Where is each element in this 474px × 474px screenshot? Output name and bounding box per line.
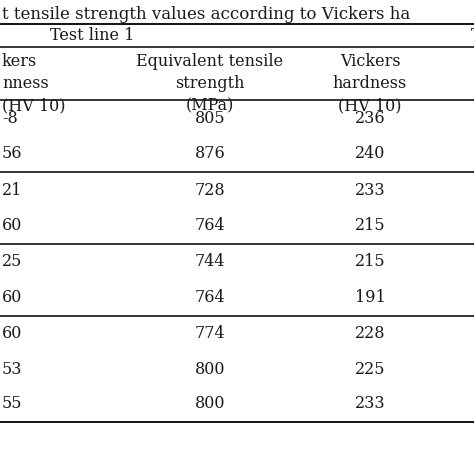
Text: 236: 236: [355, 109, 385, 127]
Text: Vickers
hardness
(HV 10): Vickers hardness (HV 10): [333, 53, 407, 114]
Text: kers
nness
(HV 10): kers nness (HV 10): [2, 53, 65, 114]
Text: 55: 55: [2, 395, 22, 412]
Text: 744: 744: [195, 254, 225, 271]
Text: 228: 228: [355, 326, 385, 343]
Text: T: T: [471, 27, 474, 44]
Text: 225: 225: [355, 361, 385, 377]
Text: 805: 805: [195, 109, 225, 127]
Text: 233: 233: [355, 182, 385, 199]
Text: -8: -8: [2, 109, 18, 127]
Text: 800: 800: [195, 395, 225, 412]
Text: 728: 728: [195, 182, 225, 199]
Text: 60: 60: [2, 326, 22, 343]
Text: 764: 764: [195, 217, 225, 234]
Text: Equivalent tensile
strength
(MPa): Equivalent tensile strength (MPa): [137, 53, 283, 114]
Text: t tensile strength values according to Vickers ha: t tensile strength values according to V…: [2, 6, 410, 23]
Text: 25: 25: [2, 254, 22, 271]
Text: 60: 60: [2, 217, 22, 234]
Text: 60: 60: [2, 289, 22, 306]
Text: 233: 233: [355, 395, 385, 412]
Text: 191: 191: [355, 289, 385, 306]
Text: 215: 215: [355, 217, 385, 234]
Text: 215: 215: [355, 254, 385, 271]
Text: 876: 876: [195, 145, 225, 162]
Text: 764: 764: [195, 289, 225, 306]
Text: 53: 53: [2, 361, 22, 377]
Text: Test line 1: Test line 1: [50, 27, 134, 44]
Text: 774: 774: [195, 326, 225, 343]
Text: 240: 240: [355, 145, 385, 162]
Text: 21: 21: [2, 182, 22, 199]
Text: 56: 56: [2, 145, 22, 162]
Text: 800: 800: [195, 361, 225, 377]
